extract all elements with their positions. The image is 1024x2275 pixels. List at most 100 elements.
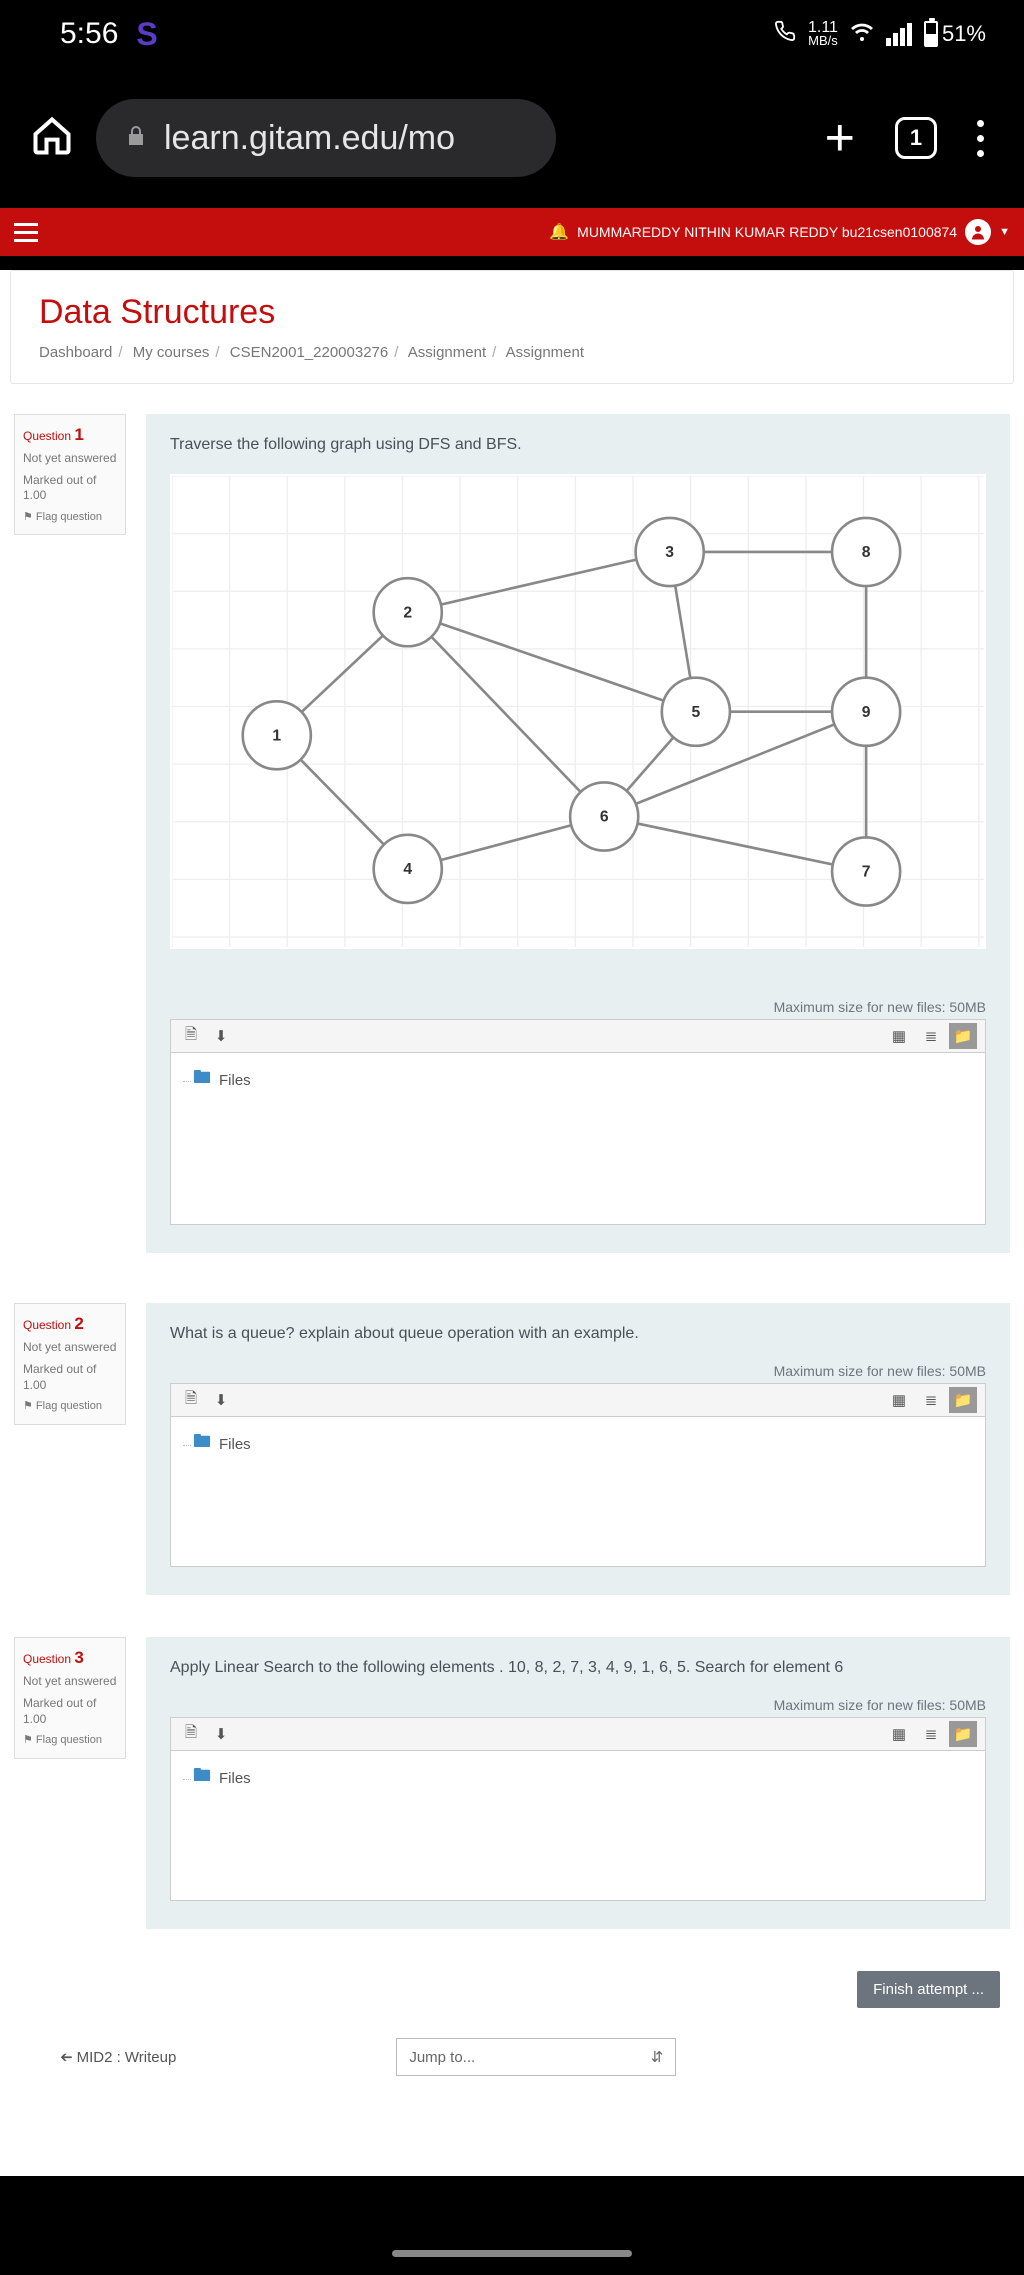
browser-actions: + 1 [825, 108, 994, 168]
tree-view-icon[interactable]: 📁 [949, 1023, 977, 1049]
finish-attempt-button[interactable]: Finish attempt ... [857, 1971, 1000, 2008]
app-header-right: 🔔 MUMMAREDDY NITHIN KUMAR REDDY bu21csen… [549, 219, 1010, 245]
breadcrumb: Dashboard/ My courses/ CSEN2001_22000327… [39, 344, 985, 361]
prev-activity-link[interactable]: MID2 : Writeup [60, 2048, 176, 2066]
page-content: Data Structures Dashboard/ My courses/ C… [0, 270, 1024, 2176]
svg-text:1: 1 [272, 728, 281, 745]
question-info: Question 3 Not yet answered Marked out o… [14, 1637, 126, 1758]
questions: Question 1 Not yet answered Marked out o… [14, 414, 1010, 1929]
view-toggle: ▦ ≣ 📁 [885, 1387, 979, 1413]
course-header: Data Structures Dashboard/ My courses/ C… [10, 270, 1014, 384]
question-text: What is a queue? explain about queue ope… [170, 1325, 986, 1343]
user-name: MUMMAREDDY NITHIN KUMAR REDDY bu21csen01… [577, 224, 957, 240]
activity-nav: MID2 : Writeup Jump to... ⇵ [0, 2008, 1024, 2136]
view-toggle: ▦ ≣ 📁 [885, 1721, 979, 1747]
signal-icon [886, 23, 912, 46]
breadcrumb-item[interactable]: Assignment [408, 344, 486, 361]
call-icon [774, 20, 796, 48]
question-content: Apply Linear Search to the following ele… [146, 1637, 1010, 1929]
question-grade: Marked out of 1.00 [23, 1362, 117, 1393]
list-view-icon[interactable]: ≣ [917, 1721, 945, 1747]
question-state: Not yet answered [23, 1674, 117, 1690]
wifi-icon [850, 19, 874, 49]
download-icon[interactable]: ⬇ [207, 1721, 235, 1747]
file-drop-area[interactable]: 🖿 Files [170, 1751, 986, 1901]
files-root[interactable]: 🖿 Files [193, 1763, 971, 1793]
new-tab-icon[interactable]: + [825, 108, 855, 168]
folder-icon: 🖿 [193, 1065, 211, 1095]
svg-text:7: 7 [862, 864, 871, 881]
lock-icon [124, 124, 148, 153]
breadcrumb-item[interactable]: CSEN2001_220003276 [230, 344, 388, 361]
question-state: Not yet answered [23, 1340, 117, 1356]
browser-toolbar: learn.gitam.edu/mo + 1 [0, 68, 1024, 208]
tab-switcher[interactable]: 1 [895, 117, 937, 159]
bell-icon[interactable]: 🔔 [549, 222, 569, 242]
upload-hint: Maximum size for new files: 50MB [170, 999, 986, 1015]
question-info: Question 1 Not yet answered Marked out o… [14, 414, 126, 535]
question-content: What is a queue? explain about queue ope… [146, 1303, 1010, 1595]
tree-view-icon[interactable]: 📁 [949, 1721, 977, 1747]
view-toggle: ▦ ≣ 📁 [885, 1023, 979, 1049]
question-3: Question 3 Not yet answered Marked out o… [14, 1637, 1010, 1929]
files-root[interactable]: 🖿 Files [193, 1065, 971, 1095]
phone-nav-area [0, 2176, 1024, 2236]
question-info: Question 2 Not yet answered Marked out o… [14, 1303, 126, 1424]
question-label: Question 2 [23, 1314, 117, 1334]
home-icon[interactable] [30, 114, 74, 163]
upload-hint: Maximum size for new files: 50MB [170, 1363, 986, 1379]
course-title: Data Structures [39, 293, 985, 332]
status-right: 1.11 MB/s 51% [774, 19, 986, 49]
samsung-icon: S [136, 16, 157, 53]
question-grade: Marked out of 1.00 [23, 1696, 117, 1727]
question-text: Apply Linear Search to the following ele… [170, 1659, 986, 1677]
chevron-down-icon[interactable]: ▼ [999, 226, 1010, 238]
app-header: 🔔 MUMMAREDDY NITHIN KUMAR REDDY bu21csen… [0, 208, 1024, 256]
tree-view-icon[interactable]: 📁 [949, 1387, 977, 1413]
svg-text:9: 9 [862, 704, 871, 721]
question-label: Question 1 [23, 425, 117, 445]
breadcrumb-item[interactable]: Dashboard [39, 344, 112, 361]
files-root[interactable]: 🖿 Files [193, 1429, 971, 1459]
status-left: 5:56 S [60, 16, 158, 53]
question-text: Traverse the following graph using DFS a… [170, 436, 986, 454]
url-text: learn.gitam.edu/mo [164, 119, 455, 158]
grid-view-icon[interactable]: ▦ [885, 1387, 913, 1413]
file-drop-area[interactable]: 🖿 Files [170, 1417, 986, 1567]
select-arrows-icon: ⇵ [651, 2048, 664, 2066]
list-view-icon[interactable]: ≣ [917, 1387, 945, 1413]
clock: 5:56 [60, 17, 118, 51]
add-file-icon[interactable]: 🗎 [177, 1721, 205, 1747]
url-bar[interactable]: learn.gitam.edu/mo [96, 99, 556, 177]
question-content: Traverse the following graph using DFS a… [146, 414, 1010, 1253]
home-indicator[interactable] [392, 2250, 632, 2257]
flag-question-link[interactable]: ⚑ Flag question [23, 510, 117, 524]
grid-view-icon[interactable]: ▦ [885, 1721, 913, 1747]
grid-view-icon[interactable]: ▦ [885, 1023, 913, 1049]
battery-indicator: 51% [924, 21, 986, 47]
question-state: Not yet answered [23, 451, 117, 467]
svg-text:4: 4 [403, 861, 412, 878]
folder-icon: 🖿 [193, 1429, 211, 1459]
file-toolbar: 🗎 ⬇ ▦ ≣ 📁 [170, 1019, 986, 1053]
files-label: Files [219, 1072, 251, 1089]
question-1: Question 1 Not yet answered Marked out o… [14, 414, 1010, 1253]
flag-question-link[interactable]: ⚑ Flag question [23, 1399, 117, 1413]
jump-to-select[interactable]: Jump to... ⇵ [396, 2038, 676, 2076]
files-label: Files [219, 1770, 251, 1787]
svg-text:3: 3 [665, 544, 674, 561]
breadcrumb-item[interactable]: Assignment [506, 344, 584, 361]
file-drop-area[interactable]: 🖿 Files [170, 1053, 986, 1225]
hamburger-icon[interactable] [14, 223, 38, 242]
more-menu-icon[interactable] [977, 120, 984, 157]
upload-hint: Maximum size for new files: 50MB [170, 1697, 986, 1713]
add-file-icon[interactable]: 🗎 [177, 1023, 205, 1049]
add-file-icon[interactable]: 🗎 [177, 1387, 205, 1413]
breadcrumb-item[interactable]: My courses [133, 344, 210, 361]
download-icon[interactable]: ⬇ [207, 1387, 235, 1413]
jump-placeholder: Jump to... [409, 2049, 475, 2066]
avatar[interactable] [965, 219, 991, 245]
download-icon[interactable]: ⬇ [207, 1023, 235, 1049]
flag-question-link[interactable]: ⚑ Flag question [23, 1733, 117, 1747]
list-view-icon[interactable]: ≣ [917, 1023, 945, 1049]
